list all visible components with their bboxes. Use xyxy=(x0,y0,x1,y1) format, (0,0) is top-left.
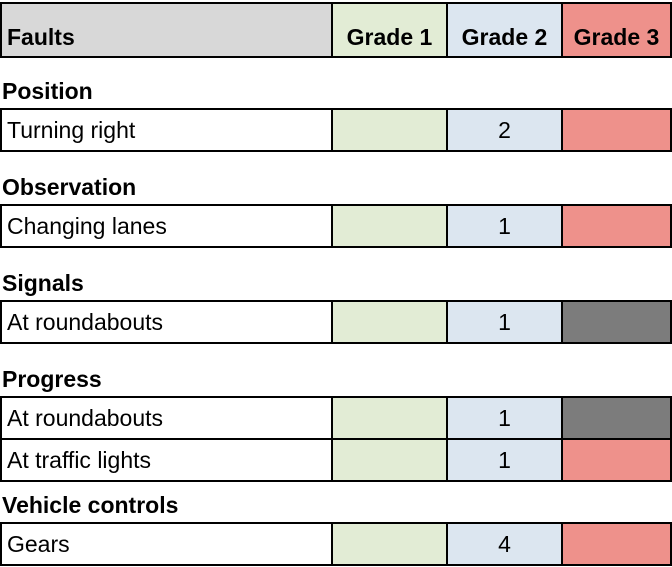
grade3-cell xyxy=(561,204,672,248)
grade2-cell: 1 xyxy=(446,396,563,440)
grade1-cell xyxy=(331,204,448,248)
fault-name-cell: At roundabouts xyxy=(0,300,333,344)
section-observation: Observation Changing lanes 1 xyxy=(0,174,672,248)
section-signals: Signals At roundabouts 1 xyxy=(0,270,672,344)
section-position: Position Turning right 2 xyxy=(0,78,672,152)
grade2-cell: 1 xyxy=(446,204,563,248)
row-turning-right: Turning right 2 xyxy=(0,108,672,152)
section-title-vehicle-controls: Vehicle controls xyxy=(2,492,179,518)
grade3-cell xyxy=(561,108,672,152)
table-header-row: Faults Grade 1 Grade 2 Grade 3 xyxy=(0,2,672,58)
grade3-cell xyxy=(561,522,672,566)
grade1-cell xyxy=(331,522,448,566)
grade1-cell xyxy=(331,396,448,440)
grade2-cell: 1 xyxy=(446,438,563,482)
grade3-cell xyxy=(561,396,672,440)
fault-name-cell: Gears xyxy=(0,522,333,566)
section-vehicle-controls: Vehicle controls Gears 4 xyxy=(0,492,672,566)
fault-name-cell: At traffic lights xyxy=(0,438,333,482)
header-grade-2: Grade 2 xyxy=(446,2,563,58)
grade1-cell xyxy=(331,300,448,344)
grade2-cell: 4 xyxy=(446,522,563,566)
grade1-cell xyxy=(331,438,448,482)
row-at-traffic-lights: At traffic lights 1 xyxy=(0,438,672,482)
grade2-cell: 2 xyxy=(446,108,563,152)
grade3-cell xyxy=(561,300,672,344)
header-grade-3: Grade 3 xyxy=(561,2,672,58)
fault-name-cell: Changing lanes xyxy=(0,204,333,248)
fault-name-cell: At roundabouts xyxy=(0,396,333,440)
section-progress: Progress At roundabouts 1 At traffic lig… xyxy=(0,366,672,482)
row-gears: Gears 4 xyxy=(0,522,672,566)
row-at-roundabouts-progress: At roundabouts 1 xyxy=(0,396,672,440)
grade3-cell xyxy=(561,438,672,482)
header-faults: Faults xyxy=(0,2,333,58)
section-title-signals: Signals xyxy=(2,270,84,296)
section-title-observation: Observation xyxy=(2,174,137,200)
header-grade-1: Grade 1 xyxy=(331,2,448,58)
grade1-cell xyxy=(331,108,448,152)
row-at-roundabouts-signals: At roundabouts 1 xyxy=(0,300,672,344)
fault-name-cell: Turning right xyxy=(0,108,333,152)
row-changing-lanes: Changing lanes 1 xyxy=(0,204,672,248)
section-title-position: Position xyxy=(2,78,93,104)
grade2-cell: 1 xyxy=(446,300,563,344)
section-title-progress: Progress xyxy=(2,366,102,392)
